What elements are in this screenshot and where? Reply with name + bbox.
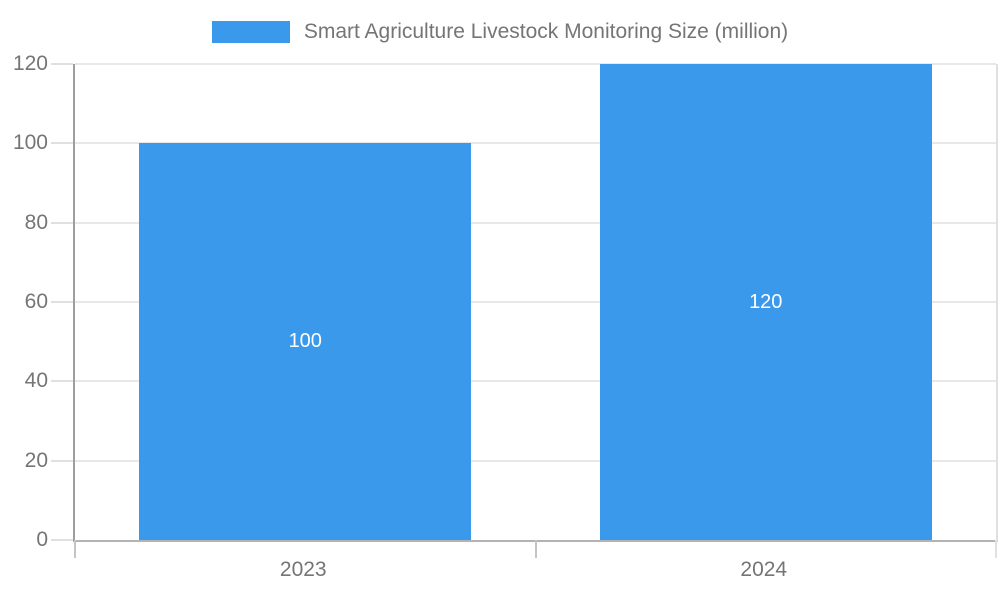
x-axis-tick (74, 540, 76, 558)
chart-legend: Smart Agriculture Livestock Monitoring S… (0, 20, 1000, 44)
y-axis-tick (51, 539, 73, 541)
bar-value-label: 120 (749, 290, 783, 313)
y-axis-tick-label: 40 (24, 369, 48, 393)
y-axis-tick (51, 301, 73, 303)
gridline (75, 301, 996, 303)
gridline (75, 63, 996, 65)
x-axis-category-label: 2024 (740, 558, 788, 581)
gridline (75, 459, 996, 462)
plot-area: 0 20 40 60 80 100 120 100 120 (13, 52, 998, 558)
bar-value-label: 100 (288, 330, 322, 353)
x-axis-tick (995, 540, 997, 558)
x-axis-tick (534, 540, 537, 558)
gridline (75, 221, 996, 224)
y-axis-tick-label: 100 (12, 131, 48, 155)
y-axis-tick-label: 0 (36, 528, 48, 551)
y-axis-tick-label: 20 (24, 448, 48, 472)
y-axis-tick-label: 80 (24, 210, 48, 234)
legend-label[interactable]: Smart Agriculture Livestock Monitoring S… (303, 20, 789, 43)
y-axis-tick-label: 120 (12, 52, 48, 75)
gridline (75, 380, 996, 383)
x-axis-category-label: 2023 (279, 558, 327, 581)
y-axis-tick (51, 380, 73, 383)
y-axis-tick (51, 459, 73, 462)
legend-swatch[interactable] (211, 21, 290, 43)
bar-2023[interactable]: 100 (139, 143, 472, 540)
y-axis-tick-label: 60 (24, 290, 48, 313)
y-axis-tick (51, 221, 73, 224)
bar-2024[interactable]: 120 (599, 64, 932, 540)
y-axis-tick (51, 63, 73, 65)
gridline (75, 142, 996, 145)
y-axis-tick (51, 142, 73, 145)
